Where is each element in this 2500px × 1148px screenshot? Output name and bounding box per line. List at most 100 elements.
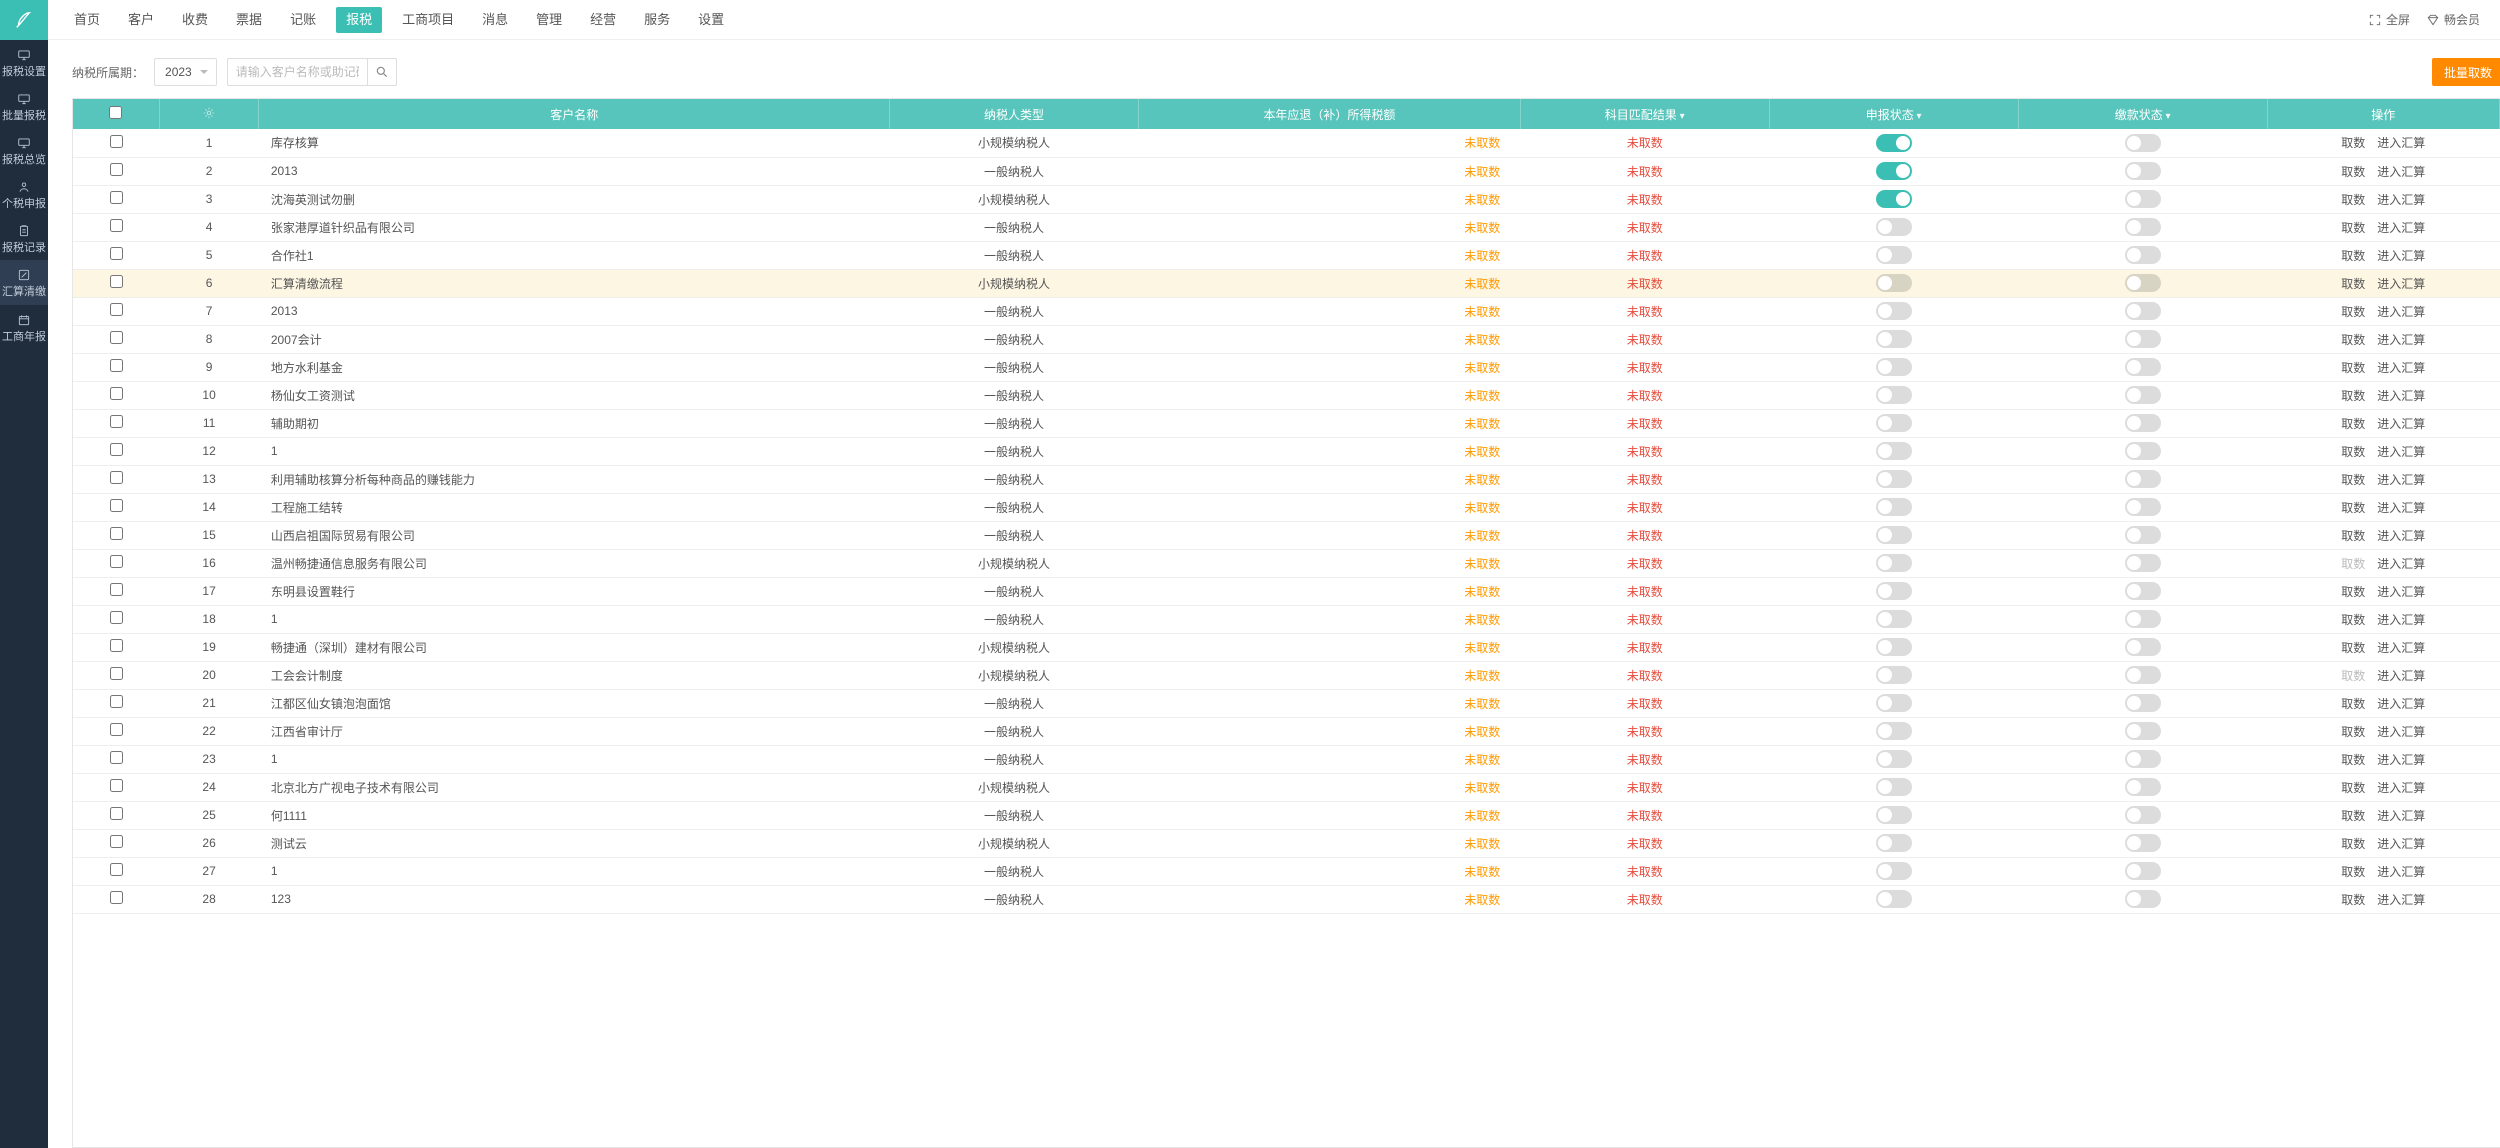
topnav-tab-1[interactable]: 客户	[114, 0, 168, 40]
fetch-link[interactable]: 取数	[2341, 277, 2365, 291]
decl-status-switch[interactable]	[1876, 246, 1912, 264]
row-checkbox[interactable]	[110, 527, 123, 540]
sidebar-item-4[interactable]: 报税记录	[0, 216, 48, 260]
decl-status-switch[interactable]	[1876, 554, 1912, 572]
pay-status-switch[interactable]	[2125, 498, 2161, 516]
topnav-tab-5[interactable]: 报税	[336, 7, 382, 33]
topnav-tab-10[interactable]: 服务	[630, 0, 684, 40]
fetch-link[interactable]: 取数	[2341, 837, 2365, 851]
fetch-link[interactable]: 取数	[2341, 249, 2365, 263]
col-match[interactable]: 科目匹配结果	[1520, 99, 1769, 129]
fetch-link[interactable]: 取数	[2341, 865, 2365, 879]
enter-link[interactable]: 进入汇算	[2377, 333, 2425, 347]
sidebar-item-6[interactable]: 工商年报	[0, 305, 48, 349]
decl-status-switch[interactable]	[1876, 330, 1912, 348]
col-pay-status[interactable]: 缴款状态	[2018, 99, 2267, 129]
fetch-link[interactable]: 取数	[2341, 697, 2365, 711]
enter-link[interactable]: 进入汇算	[2377, 753, 2425, 767]
decl-status-switch[interactable]	[1876, 890, 1912, 908]
pay-status-switch[interactable]	[2125, 442, 2161, 460]
pay-status-switch[interactable]	[2125, 414, 2161, 432]
decl-status-switch[interactable]	[1876, 134, 1912, 152]
enter-link[interactable]: 进入汇算	[2377, 893, 2425, 907]
row-checkbox[interactable]	[110, 219, 123, 232]
row-checkbox[interactable]	[110, 443, 123, 456]
fetch-link[interactable]: 取数	[2341, 361, 2365, 375]
enter-link[interactable]: 进入汇算	[2377, 641, 2425, 655]
fetch-link[interactable]: 取数	[2341, 333, 2365, 347]
enter-link[interactable]: 进入汇算	[2377, 389, 2425, 403]
row-checkbox[interactable]	[110, 863, 123, 876]
decl-status-switch[interactable]	[1876, 498, 1912, 516]
enter-link[interactable]: 进入汇算	[2377, 249, 2425, 263]
pay-status-switch[interactable]	[2125, 134, 2161, 152]
row-checkbox[interactable]	[110, 583, 123, 596]
enter-link[interactable]: 进入汇算	[2377, 725, 2425, 739]
pay-status-switch[interactable]	[2125, 470, 2161, 488]
fetch-link[interactable]: 取数	[2341, 305, 2365, 319]
enter-link[interactable]: 进入汇算	[2377, 529, 2425, 543]
pay-status-switch[interactable]	[2125, 890, 2161, 908]
col-decl-status[interactable]: 申报状态	[1769, 99, 2018, 129]
year-select[interactable]: 2023	[154, 58, 217, 86]
row-checkbox[interactable]	[110, 163, 123, 176]
fetch-link[interactable]: 取数	[2341, 641, 2365, 655]
fetch-link[interactable]: 取数	[2341, 893, 2365, 907]
enter-link[interactable]: 进入汇算	[2377, 865, 2425, 879]
pay-status-switch[interactable]	[2125, 610, 2161, 628]
enter-link[interactable]: 进入汇算	[2377, 697, 2425, 711]
select-all-checkbox[interactable]	[109, 106, 122, 119]
row-checkbox[interactable]	[110, 611, 123, 624]
search-button[interactable]	[367, 58, 397, 86]
pay-status-switch[interactable]	[2125, 806, 2161, 824]
sidebar-item-2[interactable]: 报税总览	[0, 128, 48, 172]
pay-status-switch[interactable]	[2125, 246, 2161, 264]
enter-link[interactable]: 进入汇算	[2377, 613, 2425, 627]
enter-link[interactable]: 进入汇算	[2377, 305, 2425, 319]
decl-status-switch[interactable]	[1876, 666, 1912, 684]
pay-status-switch[interactable]	[2125, 638, 2161, 656]
decl-status-switch[interactable]	[1876, 862, 1912, 880]
topnav-tab-8[interactable]: 管理	[522, 0, 576, 40]
fetch-link[interactable]: 取数	[2341, 221, 2365, 235]
topnav-tab-0[interactable]: 首页	[60, 0, 114, 40]
decl-status-switch[interactable]	[1876, 442, 1912, 460]
topnav-tab-2[interactable]: 收费	[168, 0, 222, 40]
decl-status-switch[interactable]	[1876, 834, 1912, 852]
fetch-link[interactable]: 取数	[2341, 417, 2365, 431]
enter-link[interactable]: 进入汇算	[2377, 193, 2425, 207]
decl-status-switch[interactable]	[1876, 722, 1912, 740]
decl-status-switch[interactable]	[1876, 218, 1912, 236]
fetch-link[interactable]: 取数	[2341, 725, 2365, 739]
member-button[interactable]: 畅会员	[2418, 11, 2488, 28]
topnav-tab-4[interactable]: 记账	[276, 0, 330, 40]
row-checkbox[interactable]	[110, 331, 123, 344]
pay-status-switch[interactable]	[2125, 358, 2161, 376]
row-checkbox[interactable]	[110, 247, 123, 260]
row-checkbox[interactable]	[110, 359, 123, 372]
fetch-link[interactable]: 取数	[2341, 781, 2365, 795]
fetch-link[interactable]: 取数	[2341, 473, 2365, 487]
enter-link[interactable]: 进入汇算	[2377, 781, 2425, 795]
fetch-link[interactable]: 取数	[2341, 809, 2365, 823]
pay-status-switch[interactable]	[2125, 666, 2161, 684]
row-checkbox[interactable]	[110, 499, 123, 512]
enter-link[interactable]: 进入汇算	[2377, 585, 2425, 599]
row-checkbox[interactable]	[110, 667, 123, 680]
pay-status-switch[interactable]	[2125, 218, 2161, 236]
topnav-tab-7[interactable]: 消息	[468, 0, 522, 40]
decl-status-switch[interactable]	[1876, 302, 1912, 320]
decl-status-switch[interactable]	[1876, 582, 1912, 600]
enter-link[interactable]: 进入汇算	[2377, 361, 2425, 375]
decl-status-switch[interactable]	[1876, 386, 1912, 404]
row-checkbox[interactable]	[110, 415, 123, 428]
topnav-tab-9[interactable]: 经营	[576, 0, 630, 40]
batch-fetch-button[interactable]: 批量取数	[2432, 58, 2500, 86]
pay-status-switch[interactable]	[2125, 778, 2161, 796]
pay-status-switch[interactable]	[2125, 554, 2161, 572]
row-checkbox[interactable]	[110, 275, 123, 288]
topnav-tab-6[interactable]: 工商项目	[388, 0, 468, 40]
fullscreen-button[interactable]: 全屏	[2360, 11, 2418, 28]
fetch-link[interactable]: 取数	[2341, 585, 2365, 599]
decl-status-switch[interactable]	[1876, 778, 1912, 796]
